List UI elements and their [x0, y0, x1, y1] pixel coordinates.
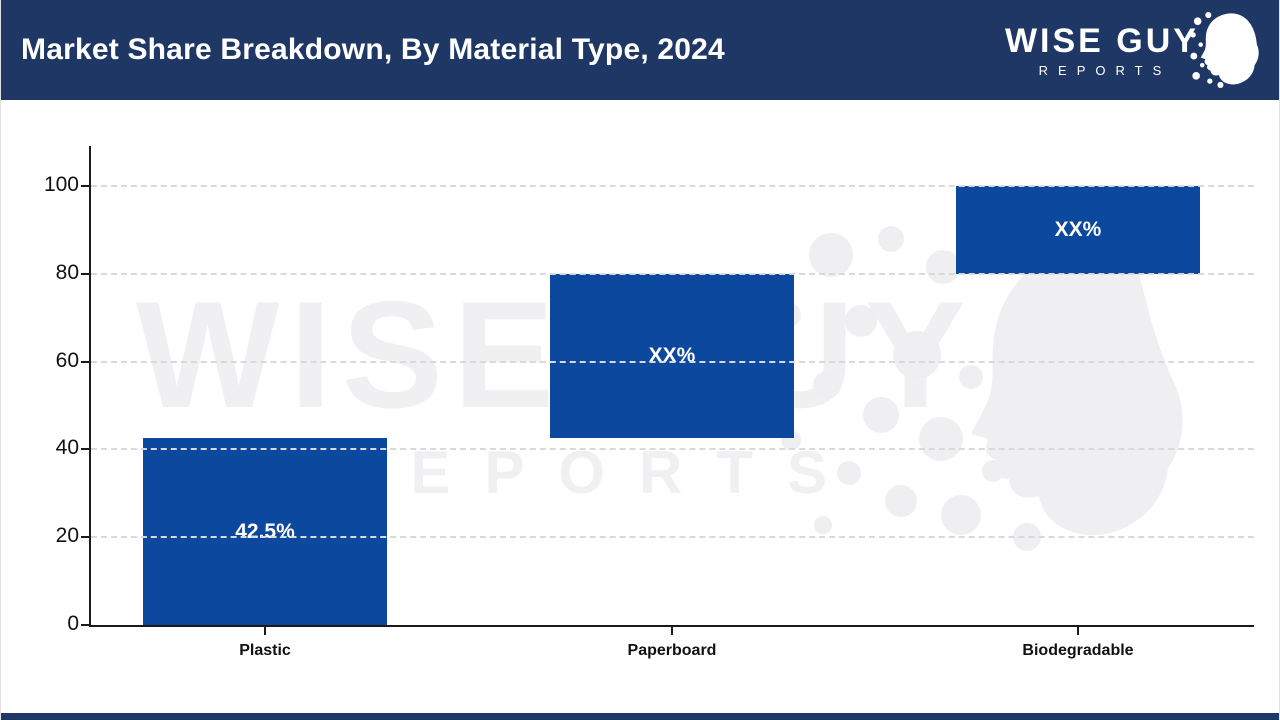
logo-wordmark: WISE GUY: [1004, 21, 1199, 60]
x-tick-label-biodegradable: Biodegradable: [1022, 642, 1134, 659]
y-tick-40: [81, 448, 89, 451]
y-tick-100: [81, 185, 89, 187]
bar-paperboard: XX%: [550, 273, 794, 439]
gridline-40: [91, 448, 1254, 451]
y-tick-label-40: 40: [55, 436, 79, 460]
bar-value-label: 42.5%: [235, 519, 295, 543]
logo-subtitle: REPORTS: [1038, 62, 1172, 78]
x-tick-label-paperboard: Paperboard: [627, 642, 717, 659]
y-tick-label-20: 20: [55, 524, 79, 548]
x-axis-line: [89, 625, 1254, 627]
bar-biodegradable: XX%: [956, 186, 1200, 274]
header-bar: Market Share Breakdown, By Material Type…: [1, 0, 1279, 100]
bar-value-label: XX%: [648, 344, 696, 368]
y-tick-label-0: 0: [67, 612, 79, 635]
y-tick-label-100: 100: [43, 173, 79, 196]
x-tick-paperboard: [671, 627, 673, 635]
bar-plastic: 42.5%: [143, 438, 387, 625]
bar-value-label: XX%: [1054, 217, 1102, 241]
gridline-80: [91, 272, 1254, 275]
x-tick-label-plastic: Plastic: [239, 642, 291, 659]
gridline-20: [91, 536, 1254, 539]
plot-area: WISE GUY REPORTS , 02040608010042.5%Plas…: [44, 146, 1254, 659]
y-tick-0: [81, 624, 89, 626]
x-tick-plastic: [264, 627, 266, 635]
y-tick-60: [81, 360, 89, 363]
y-tick-80: [81, 272, 89, 275]
y-tick-label-80: 80: [55, 260, 79, 284]
gridline-60: [91, 360, 1254, 363]
y-axis-line: [89, 146, 91, 627]
y-tick-label-60: 60: [55, 348, 79, 372]
footer-bar: [1, 713, 1279, 720]
gridline-100: [91, 185, 1254, 187]
y-tick-20: [81, 536, 89, 539]
dotted-head-icon: [1190, 12, 1259, 88]
x-tick-biodegradable: [1077, 627, 1079, 635]
watermark-head-icon: ,: [777, 226, 1183, 551]
logo-text: WISE GUY REPORTS: [1005, 24, 1199, 77]
page-title: Market Share Breakdown, By Material Type…: [21, 33, 725, 66]
wise-guy-logo: WISE GUY REPORTS: [1005, 9, 1263, 91]
